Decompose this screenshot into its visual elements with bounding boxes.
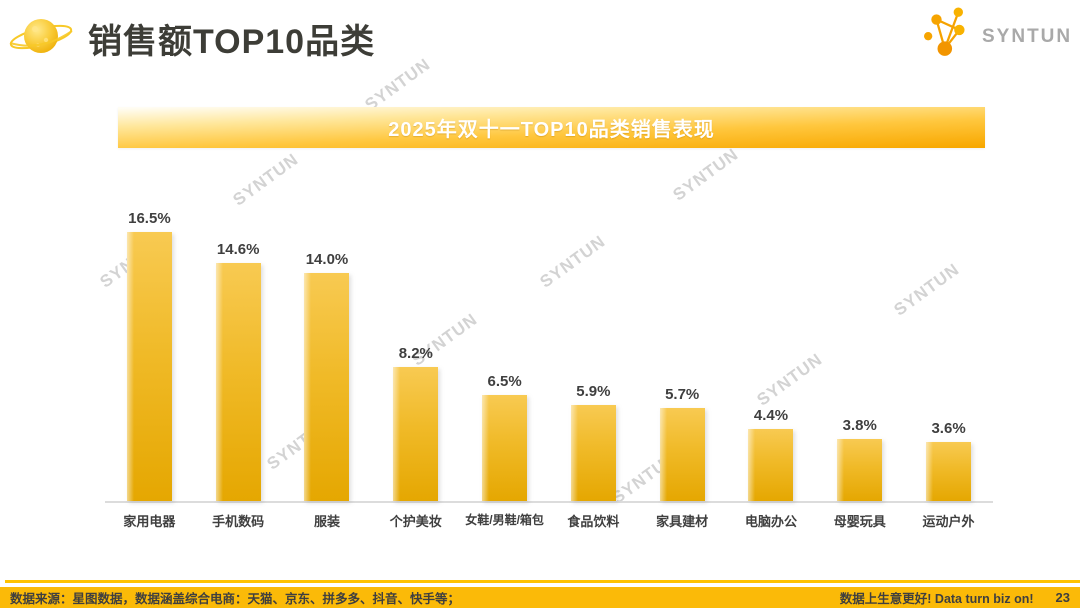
bar-category-label: 服装 [313,514,340,529]
footer-slogan: 数据上生意更好! Data turn biz on! [839,592,1034,606]
header: 销售额TOP10品类 SYNTUN [0,0,1080,70]
bar-column: 5.9% 食品饮料 [549,200,638,529]
bar-category-label: 电脑办公 [744,514,797,529]
footer-bar: 数据来源：星图数据，数据涵盖综合电商：天猫、京东、拼多多、抖音、快手等； 数据上… [0,587,1080,608]
bar [126,232,172,501]
bar [482,395,528,501]
bar [659,408,705,501]
bar [304,273,350,501]
page-title: 销售额TOP10品类 [88,23,376,61]
bar-category-label: 家用电器 [123,514,176,529]
footer-accent-line [5,580,1080,583]
syntun-logo: SYNTUN [922,6,1070,60]
bar-column: 8.2% 个护美妆 [371,200,460,529]
bar-category-label: 家具建材 [656,514,709,529]
chart-title: 2025年双十一TOP10品类销售表现 [388,119,715,141]
bar [748,429,794,501]
bar-value-label: 4.4% [753,407,789,424]
bar-category-label: 食品饮料 [567,514,620,529]
page-number: 23 [1055,590,1070,605]
bar-value-label: 6.5% [487,373,522,390]
bar [393,367,439,501]
bar-value-label: 3.6% [931,420,966,437]
bar-category-label: 手机数码 [212,514,265,529]
syntun-network-icon [924,7,965,56]
bar-value-label: 14.6% [216,241,260,258]
bar-value-label: 8.2% [398,345,433,362]
bar-chart: 16.5% 家用电器 14.6% 手机数码 14.0% 服装 8.2% 个护美妆 6.5% 女鞋/… [105,200,993,529]
bar-column: 14.0% 服装 [283,200,372,529]
planet-logo-icon [9,19,73,53]
chart-title-banner: 2025年双十一TOP10品类销售表现 [118,107,985,148]
bar-category-label: 女鞋/男鞋/箱包 [465,513,544,527]
footer-right-group: 数据上生意更好! Data turn biz on! 23 [840,588,1070,607]
bar-column: 6.5% 女鞋/男鞋/箱包 [460,200,549,527]
bar [926,442,972,501]
syntun-watermark: SYNTUN [669,144,742,205]
bar-category-label: 母婴玩具 [833,514,886,529]
bar-value-label: 16.5% [128,210,171,227]
bar-column: 5.7% 家具建材 [638,200,727,529]
bar [215,263,261,501]
bar-category-label: 个护美妆 [389,514,442,529]
data-source-note: 数据来源：星图数据，数据涵盖综合电商：天猫、京东、拼多多、抖音、快手等； [10,592,461,606]
bar-value-label: 3.8% [842,417,877,434]
bar [570,405,616,501]
bar-value-label: 14.0% [305,251,349,268]
bar-value-label: 5.9% [576,383,611,400]
bar-column: 3.6% 运动户外 [904,200,993,529]
syntun-brand-text: SYNTUN [982,26,1073,47]
bar-category-label: 运动户外 [922,514,975,529]
bar-column: 3.8% 母婴玩具 [815,200,904,529]
bar-value-label: 5.7% [665,386,700,403]
bar-column: 14.6% 手机数码 [194,200,283,529]
bar [837,439,883,501]
bar-column: 4.4% 电脑办公 [727,200,816,529]
bar-column: 16.5% 家用电器 [105,200,194,529]
